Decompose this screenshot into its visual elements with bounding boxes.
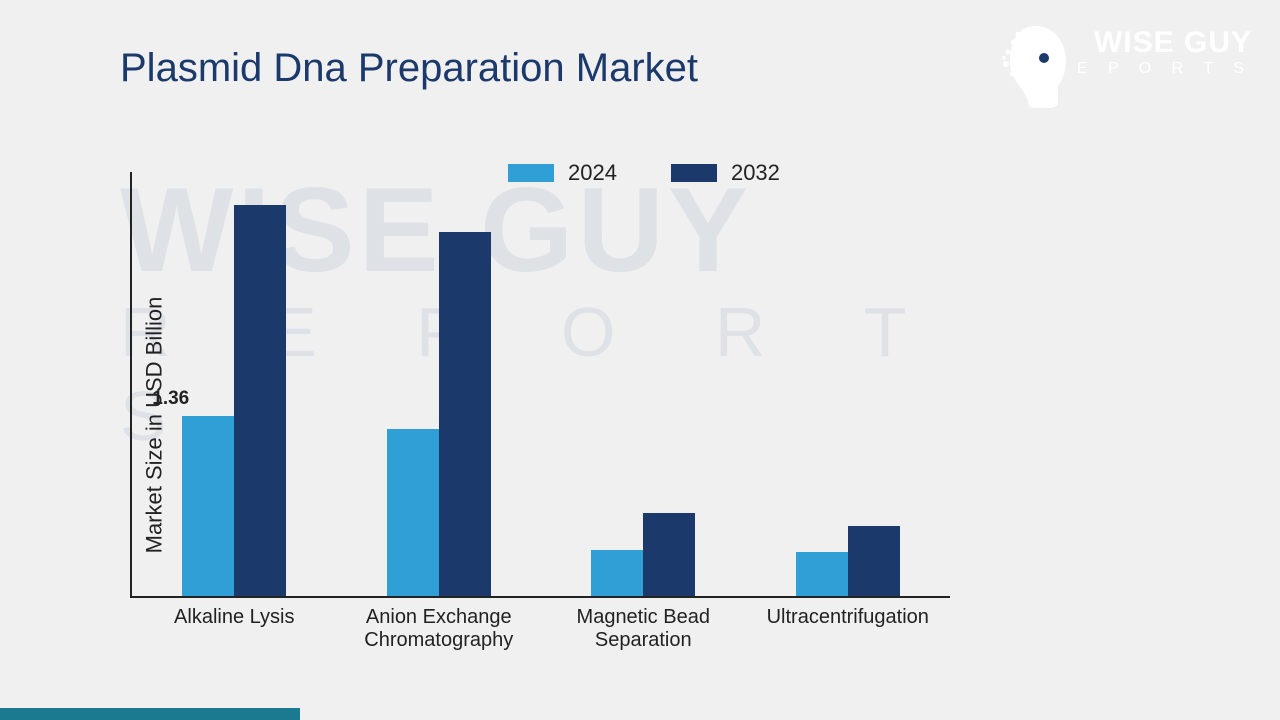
bar-groups: 1.36Alkaline LysisAnion Exchange Chromat…	[132, 172, 950, 596]
bar-group: Ultracentrifugation	[746, 172, 951, 596]
bar-value-label: 1.36	[152, 388, 189, 410]
bar	[643, 513, 695, 596]
bar-group: 1.36Alkaline Lysis	[132, 172, 337, 596]
legend-swatch-2024	[508, 164, 554, 182]
x-tick-label: Anion Exchange Chromatography	[344, 606, 534, 652]
bar-group: Anion Exchange Chromatography	[337, 172, 542, 596]
brand-subtitle: R E P O R T S	[1045, 58, 1252, 80]
legend-label: 2032	[731, 160, 780, 186]
bottom-accent-strip	[0, 708, 300, 720]
chart-area: Market Size in USD Billion 1.36Alkaline …	[40, 172, 950, 678]
brand-name: WISE GUY	[1045, 28, 1252, 58]
bar	[591, 550, 643, 596]
legend-swatch-2032	[671, 164, 717, 182]
x-tick-label: Magnetic Bead Separation	[548, 606, 738, 652]
bar	[796, 552, 848, 596]
x-tick-label: Ultracentrifugation	[753, 606, 943, 629]
bar	[387, 429, 439, 596]
brand-head-icon	[1000, 22, 1072, 110]
bar	[848, 526, 900, 596]
bar-group: Magnetic Bead Separation	[541, 172, 746, 596]
legend-item: 2024	[508, 160, 617, 186]
chart-legend: 2024 2032	[508, 160, 780, 186]
bar	[234, 205, 286, 596]
legend-item: 2032	[671, 160, 780, 186]
bar	[182, 416, 234, 596]
plot-region: 1.36Alkaline LysisAnion Exchange Chromat…	[130, 172, 950, 598]
legend-label: 2024	[568, 160, 617, 186]
brand-logo: WISE GUY R E P O R T S	[1045, 28, 1252, 80]
chart-title: Plasmid Dna Preparation Market	[120, 46, 698, 91]
x-tick-label: Alkaline Lysis	[139, 606, 329, 629]
bar	[439, 232, 491, 596]
